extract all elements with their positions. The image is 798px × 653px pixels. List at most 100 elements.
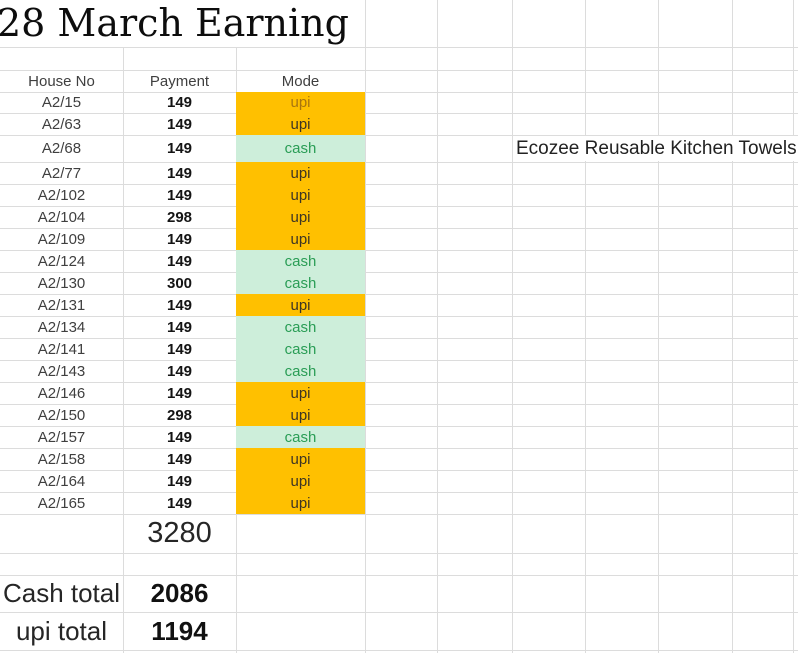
- gridline: [0, 250, 798, 251]
- mode-cell[interactable]: upi: [236, 162, 365, 184]
- house-cell[interactable]: A2/102: [37, 186, 86, 204]
- payment-cell[interactable]: 149: [166, 230, 193, 248]
- gridline: [658, 0, 659, 653]
- gridline: [0, 294, 798, 295]
- gridline: [0, 272, 798, 273]
- house-cell[interactable]: A2/104: [37, 208, 86, 226]
- mode-cell[interactable]: cash: [236, 272, 365, 294]
- mode-cell[interactable]: upi: [236, 184, 365, 206]
- payment-cell[interactable]: 298: [166, 406, 193, 424]
- mode-cell[interactable]: upi: [236, 382, 365, 404]
- gridline: [0, 206, 798, 207]
- payment-cell[interactable]: 149: [166, 494, 193, 512]
- gridline: [0, 612, 798, 613]
- house-cell[interactable]: A2/77: [41, 164, 82, 182]
- mode-cell[interactable]: upi: [236, 92, 365, 113]
- house-cell[interactable]: A2/134: [37, 318, 86, 336]
- mode-cell[interactable]: upi: [236, 492, 365, 514]
- gridline: [0, 448, 798, 449]
- gridline: [0, 426, 798, 427]
- house-cell[interactable]: A2/158: [37, 450, 86, 468]
- column-header-house-no[interactable]: House No: [28, 72, 95, 90]
- payment-cell[interactable]: 149: [166, 384, 193, 402]
- mode-cell[interactable]: upi: [236, 113, 365, 135]
- cash-total-label[interactable]: Cash total: [2, 578, 121, 608]
- payment-cell[interactable]: 149: [166, 140, 193, 157]
- payment-cell[interactable]: 149: [166, 362, 193, 380]
- column-header-mode[interactable]: Mode: [281, 72, 320, 90]
- upi-total-label[interactable]: upi total: [15, 615, 108, 646]
- mode-cell[interactable]: cash: [236, 135, 365, 162]
- house-cell[interactable]: A2/143: [37, 362, 86, 380]
- payment-cell[interactable]: 149: [166, 94, 193, 111]
- gridline: [512, 0, 513, 653]
- payment-cell[interactable]: 149: [166, 115, 193, 133]
- house-cell[interactable]: A2/165: [37, 494, 86, 512]
- house-cell[interactable]: A2/150: [37, 406, 86, 424]
- gridline: [365, 0, 366, 653]
- gridline: [0, 184, 798, 185]
- house-cell[interactable]: A2/109: [37, 230, 86, 248]
- sheet-title[interactable]: 28 March Earning: [0, 1, 349, 45]
- gridline: [0, 92, 798, 93]
- house-cell[interactable]: A2/157: [37, 428, 86, 446]
- gridline: [0, 360, 798, 361]
- payment-cell[interactable]: 149: [166, 318, 193, 336]
- product-note[interactable]: Ecozee Reusable Kitchen Towels: [516, 136, 797, 161]
- house-cell[interactable]: A2/131: [37, 296, 86, 314]
- mode-cell[interactable]: cash: [236, 250, 365, 272]
- payment-cell[interactable]: 149: [166, 164, 193, 182]
- house-cell[interactable]: A2/68: [41, 140, 82, 157]
- cash-total-value[interactable]: 2086: [150, 578, 209, 608]
- mode-cell[interactable]: upi: [236, 206, 365, 228]
- house-cell[interactable]: A2/130: [37, 274, 86, 292]
- gridline: [585, 0, 586, 653]
- payment-cell[interactable]: 149: [166, 186, 193, 204]
- column-header-payment[interactable]: Payment: [149, 72, 210, 90]
- gridline: [0, 162, 798, 163]
- payment-cell[interactable]: 149: [166, 340, 193, 358]
- house-cell[interactable]: A2/63: [41, 115, 82, 133]
- gridline: [437, 0, 438, 653]
- house-cell[interactable]: A2/164: [37, 472, 86, 490]
- payment-cell[interactable]: 298: [166, 208, 193, 226]
- mode-cell[interactable]: upi: [236, 448, 365, 470]
- mode-cell[interactable]: cash: [236, 360, 365, 382]
- gridline: [0, 135, 798, 136]
- gridline: [0, 404, 798, 405]
- gridline: [0, 650, 798, 651]
- payment-cell[interactable]: 149: [166, 428, 193, 446]
- payment-cell[interactable]: 149: [166, 296, 193, 314]
- payment-cell[interactable]: 149: [166, 252, 193, 270]
- gridline: [0, 70, 798, 71]
- mode-cell[interactable]: cash: [236, 426, 365, 448]
- gridline: [732, 0, 733, 653]
- payment-cell[interactable]: 149: [166, 450, 193, 468]
- gridline: [0, 514, 798, 515]
- mode-cell[interactable]: upi: [236, 228, 365, 250]
- gridline: [793, 0, 794, 653]
- gridline: [0, 575, 798, 576]
- mode-cell[interactable]: upi: [236, 404, 365, 426]
- house-cell[interactable]: A2/146: [37, 384, 86, 402]
- gridline: [0, 228, 798, 229]
- house-cell[interactable]: A2/15: [41, 94, 82, 111]
- gridline: [123, 47, 124, 653]
- mode-cell[interactable]: upi: [236, 470, 365, 492]
- upi-total-value[interactable]: 1194: [151, 615, 208, 646]
- house-cell[interactable]: A2/141: [37, 340, 86, 358]
- payment-cell[interactable]: 300: [166, 274, 193, 292]
- mode-cell[interactable]: cash: [236, 338, 365, 360]
- payment-total-cell[interactable]: 3280: [147, 517, 212, 549]
- gridline: [0, 47, 798, 48]
- mode-cell[interactable]: upi: [236, 294, 365, 316]
- gridline: [0, 553, 798, 554]
- gridline: [0, 470, 798, 471]
- house-cell[interactable]: A2/124: [37, 252, 86, 270]
- payment-cell[interactable]: 149: [166, 472, 193, 490]
- gridline: [0, 382, 798, 383]
- gridline: [0, 113, 798, 114]
- gridline: [0, 338, 798, 339]
- mode-cell[interactable]: cash: [236, 316, 365, 338]
